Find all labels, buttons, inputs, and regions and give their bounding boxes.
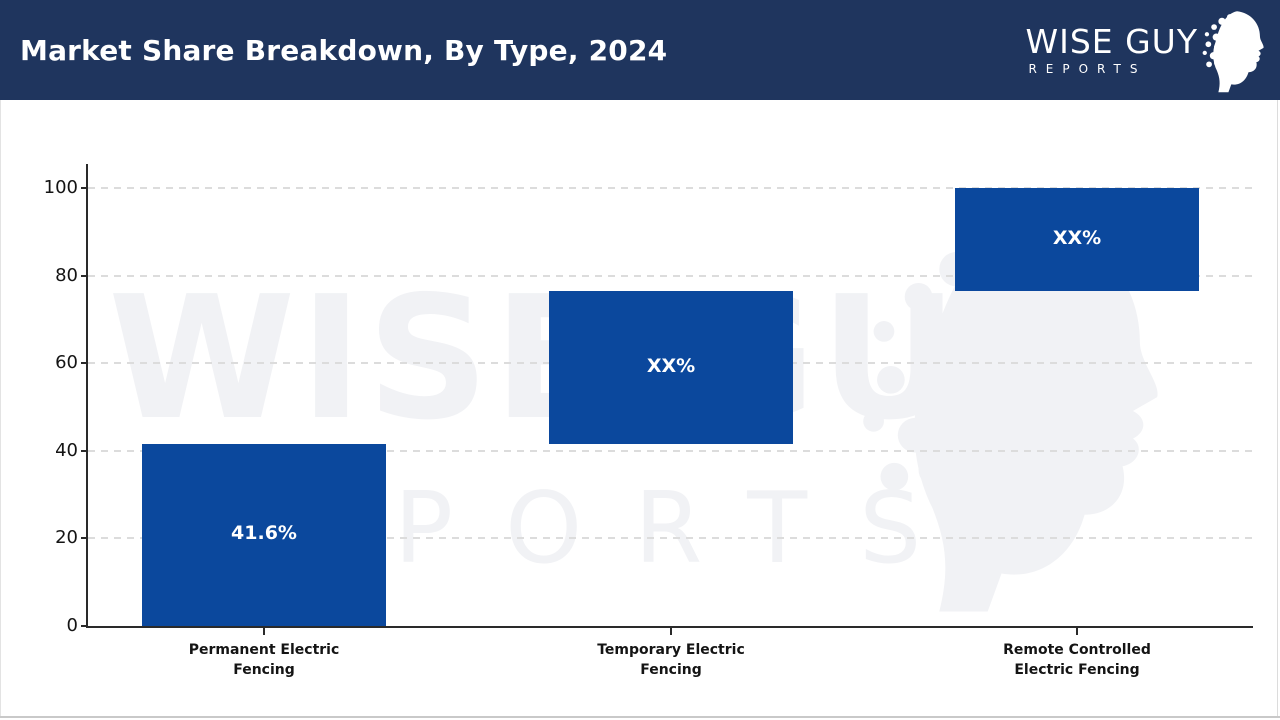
x-tick-mark: [1076, 628, 1078, 635]
y-gridline: [88, 449, 1253, 452]
page-title: Market Share Breakdown, By Type, 2024: [20, 33, 668, 67]
bar-value-label: XX%: [646, 354, 696, 377]
logo-subtext: REPORTS: [1028, 62, 1147, 76]
y-axis-line: [86, 164, 88, 628]
bar-segment: [142, 443, 386, 626]
y-tick-mark: [81, 362, 88, 365]
logo-wordmark: WISE GUY: [1025, 22, 1198, 61]
y-tick-label: 80: [55, 264, 78, 286]
y-gridline: [88, 274, 1253, 277]
y-tick-label: 60: [55, 352, 78, 374]
waterfall-bar-chart: WISE GUY REPORTS 0 20 40 60 80 100 41.6% XX% XX%…: [0, 100, 1280, 716]
bar-value-label: 41.6%: [231, 521, 297, 544]
y-tick-mark: [81, 537, 88, 540]
x-tick-mark: [670, 628, 672, 635]
bar-value-label: XX%: [1052, 226, 1102, 249]
figure-border-bottom: [0, 716, 1280, 718]
x-tick-mark: [263, 628, 265, 635]
x-axis-line: [86, 626, 1253, 628]
y-tick-label: 20: [55, 527, 78, 549]
y-tick-label: 0: [66, 615, 78, 636]
dotted-head-icon: [1202, 11, 1264, 93]
y-tick-mark: [81, 449, 88, 452]
y-tick-mark: [81, 625, 88, 627]
x-category-label: Remote Controlled Electric Fencing: [1003, 642, 1151, 679]
y-gridline: [88, 187, 1253, 189]
y-tick-label: 100: [43, 177, 78, 198]
bar-segment: [955, 188, 1199, 292]
brand-logo: WISE GUY REPORTS: [1025, 7, 1270, 93]
y-tick-label: 40: [55, 439, 78, 461]
x-category-label: Permanent Electric Fencing: [188, 642, 340, 679]
figure-border-right: [1277, 100, 1278, 716]
header: Market Share Breakdown, By Type, 2024 WI…: [0, 0, 1280, 100]
bar-segment: [549, 291, 793, 444]
y-tick-mark: [81, 274, 88, 277]
figure-border-left: [0, 100, 1, 716]
watermark-dotted-head-icon: [863, 220, 1158, 612]
y-tick-mark: [81, 187, 88, 189]
brand-logo-text: WISE GUY REPORTS: [1025, 25, 1198, 75]
x-category-label: Temporary Electric Fencing: [597, 642, 745, 679]
y-gridline: [88, 537, 1253, 540]
